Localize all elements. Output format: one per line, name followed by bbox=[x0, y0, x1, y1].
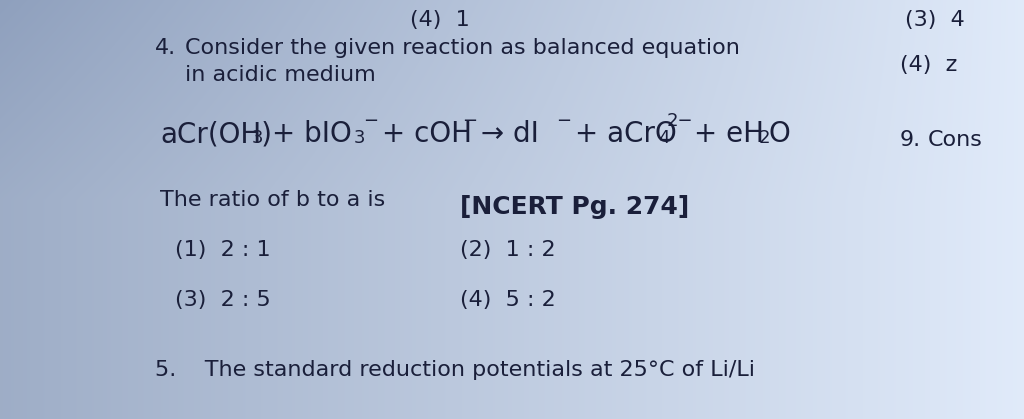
Text: + bIO: + bIO bbox=[263, 120, 352, 148]
Text: 3: 3 bbox=[252, 129, 263, 147]
Text: in acidic medium: in acidic medium bbox=[185, 65, 376, 85]
Text: 3: 3 bbox=[354, 129, 366, 147]
Text: [NCERT Pg. 274]: [NCERT Pg. 274] bbox=[460, 195, 689, 219]
Text: → dI: → dI bbox=[472, 120, 539, 148]
Text: The ratio of b to a is: The ratio of b to a is bbox=[160, 190, 385, 210]
Text: + aCrO: + aCrO bbox=[566, 120, 677, 148]
Text: (3)  4: (3) 4 bbox=[905, 10, 965, 30]
Text: 9.: 9. bbox=[900, 130, 922, 150]
Text: (4)  z: (4) z bbox=[900, 55, 957, 75]
Text: (1)  2 : 1: (1) 2 : 1 bbox=[175, 240, 270, 260]
Text: (3)  2 : 5: (3) 2 : 5 bbox=[175, 290, 270, 310]
Text: (4)  1: (4) 1 bbox=[410, 10, 470, 30]
Text: 4: 4 bbox=[658, 129, 670, 147]
Text: Consider the given reaction as balanced equation: Consider the given reaction as balanced … bbox=[185, 38, 740, 58]
Text: −: − bbox=[556, 112, 571, 130]
Text: 5.    The standard reduction potentials at 25°C of Li/Li: 5. The standard reduction potentials at … bbox=[155, 360, 755, 380]
Text: O: O bbox=[769, 120, 791, 148]
Text: −: − bbox=[362, 112, 378, 130]
Text: −: − bbox=[462, 112, 477, 130]
Text: + eH: + eH bbox=[685, 120, 764, 148]
Text: Cons: Cons bbox=[928, 130, 983, 150]
Text: 4.: 4. bbox=[155, 38, 176, 58]
Text: (2)  1 : 2: (2) 1 : 2 bbox=[460, 240, 556, 260]
Text: aCr(OH): aCr(OH) bbox=[160, 120, 272, 148]
Text: 2−: 2− bbox=[667, 112, 693, 130]
Text: (4)  5 : 2: (4) 5 : 2 bbox=[460, 290, 556, 310]
Text: 2: 2 bbox=[759, 129, 770, 147]
Text: + cOH: + cOH bbox=[373, 120, 472, 148]
